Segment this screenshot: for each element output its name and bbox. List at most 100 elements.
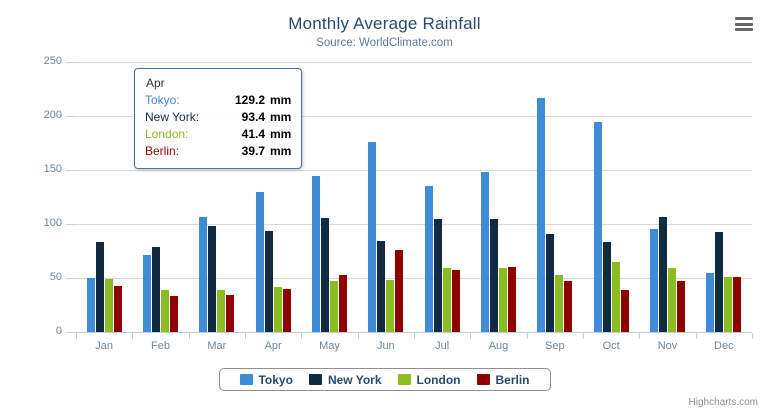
y-axis-tick-mark	[66, 278, 76, 279]
y-axis-tick-label: 250	[43, 55, 62, 67]
bar-london-oct[interactable]	[611, 261, 620, 332]
bar-new-york-apr[interactable]	[264, 231, 273, 332]
x-axis-tick-label: Mar	[207, 340, 227, 352]
bar-tokyo-jan[interactable]	[86, 278, 95, 332]
x-axis-tick-label: Apr	[264, 340, 282, 352]
gridline	[76, 62, 752, 63]
x-axis-line	[76, 332, 752, 333]
x-axis-tick-mark	[752, 333, 753, 339]
bar-berlin-feb[interactable]	[170, 296, 178, 332]
x-axis-tick-label: Dec	[714, 340, 734, 352]
legend-swatch-icon	[397, 374, 411, 385]
bar-berlin-nov[interactable]	[677, 281, 685, 332]
bar-new-york-aug[interactable]	[490, 219, 498, 332]
bar-tokyo-feb[interactable]	[143, 254, 151, 332]
tooltip-rows: Tokyo: 129.2 mm New York: 93.4 mm London: 41.4 m…	[145, 92, 291, 160]
x-axis-tick-mark	[132, 333, 134, 339]
y-axis-tick-mark	[66, 116, 76, 117]
x-axis-tick-label: Sep	[545, 340, 565, 352]
bar-berlin-jul[interactable]	[451, 270, 460, 332]
y-axis-tick-label: 200	[43, 109, 62, 121]
gridline	[76, 116, 752, 117]
bar-london-mar[interactable]	[217, 289, 226, 332]
bar-london-dec[interactable]	[724, 276, 733, 332]
bar-london-may[interactable]	[330, 281, 338, 332]
bar-london-apr[interactable]	[273, 287, 282, 332]
bar-tokyo-jun[interactable]	[368, 141, 377, 332]
bar-berlin-dec[interactable]	[733, 276, 742, 332]
y-axis-tick-mark	[66, 62, 76, 63]
bar-berlin-apr[interactable]	[282, 289, 291, 332]
tooltip-series-name: New York:	[145, 110, 200, 124]
y-axis-tick-label: 150	[43, 163, 62, 175]
bar-london-nov[interactable]	[668, 267, 676, 332]
bar-tokyo-apr[interactable]	[255, 192, 264, 332]
bar-tokyo-sep[interactable]	[537, 98, 546, 332]
x-axis-tick-label: Jan	[95, 340, 114, 352]
bar-berlin-oct[interactable]	[620, 289, 629, 332]
bar-berlin-may[interactable]	[339, 275, 347, 332]
bar-london-sep[interactable]	[555, 275, 564, 332]
bar-tokyo-aug[interactable]	[481, 171, 489, 332]
bar-new-york-may[interactable]	[321, 217, 329, 332]
bar-new-york-mar[interactable]	[208, 225, 217, 332]
x-axis-tick-label: May	[319, 340, 340, 352]
bar-tokyo-mar[interactable]	[199, 217, 208, 332]
bar-berlin-jan[interactable]	[113, 286, 122, 332]
bar-tokyo-jul[interactable]	[424, 185, 433, 332]
tooltip-series-value: 129.2	[234, 93, 265, 107]
tooltip-header: Apr	[146, 76, 165, 90]
legend-swatch-icon	[239, 374, 253, 385]
x-axis-tick-label: Aug	[488, 340, 509, 352]
y-axis-tick-mark	[66, 170, 76, 171]
bar-london-aug[interactable]	[499, 267, 507, 332]
tooltip-series-name: London:	[145, 127, 189, 141]
gridline	[76, 224, 752, 225]
bar-new-york-oct[interactable]	[602, 241, 611, 332]
bar-new-york-dec[interactable]	[715, 232, 724, 332]
bar-tokyo-may[interactable]	[312, 176, 320, 332]
bar-berlin-jun[interactable]	[395, 250, 404, 332]
bar-new-york-sep[interactable]	[546, 233, 555, 332]
bar-berlin-aug[interactable]	[508, 266, 516, 332]
plot-series-area	[76, 62, 752, 332]
bar-london-jul[interactable]	[442, 268, 451, 332]
bar-new-york-jun[interactable]	[377, 240, 386, 332]
legend-item-tokyo[interactable]: Tokyo	[239, 373, 293, 387]
legend-item-london[interactable]: London	[397, 373, 461, 387]
x-axis-tick-mark	[526, 333, 528, 339]
y-axis-tick-label: 0	[55, 325, 62, 337]
chart-subtitle: Source: WorldClimate.com	[316, 37, 453, 49]
menu-bar-middle	[735, 22, 753, 26]
hamburger-menu-icon[interactable]	[732, 13, 756, 35]
gridline	[76, 170, 752, 171]
bar-new-york-nov[interactable]	[659, 216, 667, 332]
legend-swatch-icon	[308, 374, 322, 385]
x-axis-tick-label: Nov	[657, 340, 678, 352]
bar-tokyo-oct[interactable]	[593, 122, 602, 332]
legend-item-new-york[interactable]: New York	[308, 373, 382, 387]
credits-label[interactable]: Highcharts.com	[688, 397, 758, 408]
bar-new-york-feb[interactable]	[152, 246, 160, 332]
bar-london-jan[interactable]	[104, 279, 113, 332]
tooltip-series-value: 93.4	[241, 110, 265, 124]
chart-title: Monthly Average Rainfall	[288, 14, 481, 33]
x-axis-tick-mark	[357, 333, 359, 339]
bar-tokyo-nov[interactable]	[650, 228, 658, 332]
bar-berlin-mar[interactable]	[226, 294, 235, 332]
tooltip-row: New York: 93.4 mm	[145, 109, 291, 126]
bar-london-jun[interactable]	[386, 279, 395, 332]
tooltip-row: Berlin: 39.7 mm	[145, 143, 291, 160]
bar-tokyo-dec[interactable]	[706, 273, 715, 332]
gridlines	[76, 62, 752, 332]
x-axis-tick-label: Feb	[151, 340, 170, 352]
bar-new-york-jul[interactable]	[433, 218, 442, 332]
gridline	[76, 278, 752, 279]
bar-berlin-sep[interactable]	[564, 280, 573, 332]
legend-item-berlin[interactable]: Berlin	[476, 373, 530, 387]
bar-new-york-jan[interactable]	[95, 241, 104, 332]
tooltip-row: London: 41.4 mm	[145, 126, 291, 143]
tooltip-series-unit: mm	[270, 93, 292, 107]
bar-london-feb[interactable]	[161, 290, 169, 332]
